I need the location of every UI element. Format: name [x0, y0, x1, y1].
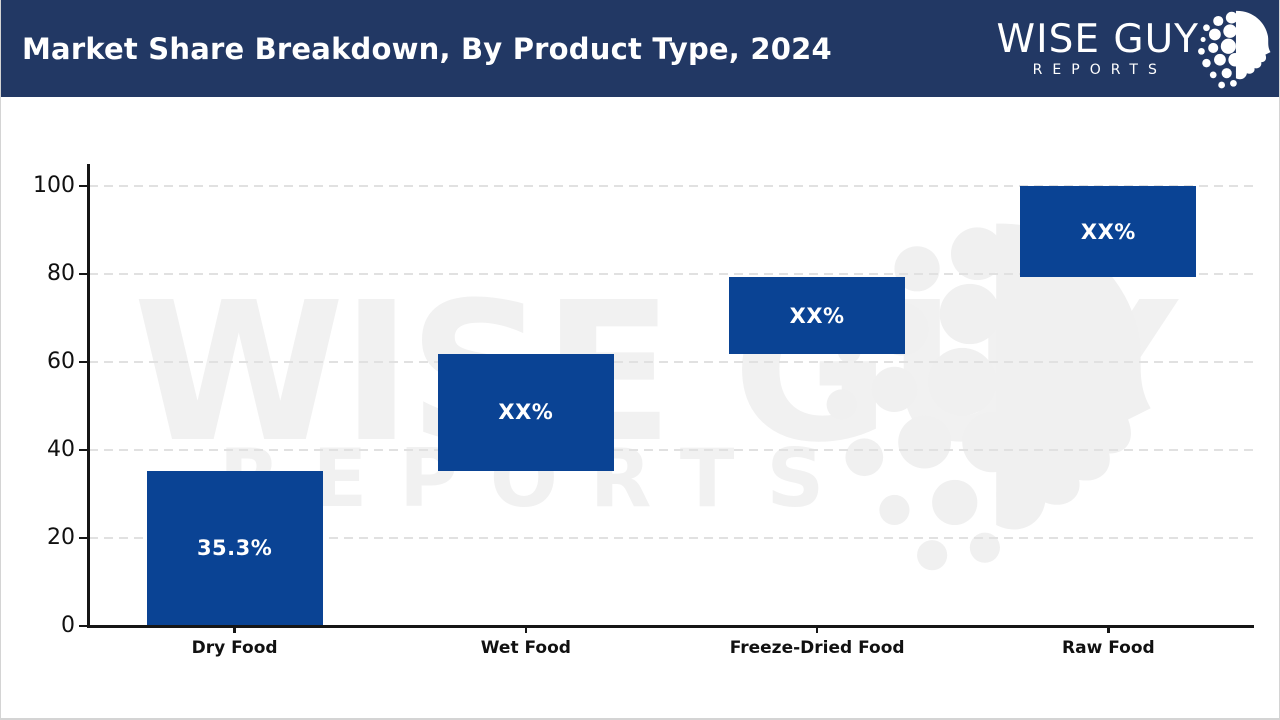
x-tick-label: Raw Food: [1062, 638, 1155, 658]
y-tick: [79, 272, 88, 276]
bar: XX%: [437, 354, 614, 471]
x-tick: [233, 627, 236, 633]
gridline: [89, 537, 1254, 539]
y-tick-label: 60: [47, 349, 75, 374]
brand-logo: WISE GUY REPORTS: [997, 4, 1271, 96]
bar-value-label: XX%: [1080, 219, 1136, 244]
logo-subtitle: REPORTS: [1032, 62, 1167, 78]
bar-value-label: XX%: [498, 400, 554, 425]
logo-wordmark: WISE GUY: [996, 17, 1199, 62]
y-tick: [79, 448, 88, 452]
bar: XX%: [729, 277, 906, 355]
y-tick: [79, 536, 88, 540]
y-tick: [79, 184, 88, 188]
header: Market Share Breakdown, By Product Type,…: [1, 0, 1279, 97]
plot-area: 35.3% XX% XX% XX%: [89, 164, 1254, 626]
x-tick: [1107, 627, 1110, 633]
x-axis-line: [87, 625, 1254, 628]
gridline: [89, 449, 1254, 451]
x-tick-label: Freeze-Dried Food: [729, 638, 905, 658]
x-tick-label: Wet Food: [480, 638, 571, 658]
bar-value-label: XX%: [789, 303, 845, 328]
gridline: [89, 361, 1254, 363]
gridline: [89, 273, 1254, 275]
y-tick: [79, 624, 88, 628]
bar: 35.3%: [146, 470, 323, 626]
bar: XX%: [1020, 186, 1197, 278]
y-tick-label: 0: [61, 613, 75, 638]
x-tick: [524, 627, 528, 633]
logo-text: WISE GUY REPORTS: [996, 17, 1199, 79]
y-tick-label: 100: [33, 173, 75, 198]
y-tick-label: 80: [47, 261, 75, 286]
gridline: [89, 185, 1254, 187]
y-tick: [79, 360, 88, 364]
y-axis-line: [87, 164, 90, 628]
x-tick-label: Dry Food: [191, 638, 278, 658]
dotted-head-logo-icon: [1198, 10, 1271, 89]
page-title: Market Share Breakdown, By Product Type,…: [22, 31, 832, 66]
bar-value-label: 35.3%: [196, 536, 273, 561]
y-tick-label: 40: [47, 437, 75, 462]
x-tick: [815, 627, 819, 633]
y-tick-label: 20: [47, 525, 75, 550]
